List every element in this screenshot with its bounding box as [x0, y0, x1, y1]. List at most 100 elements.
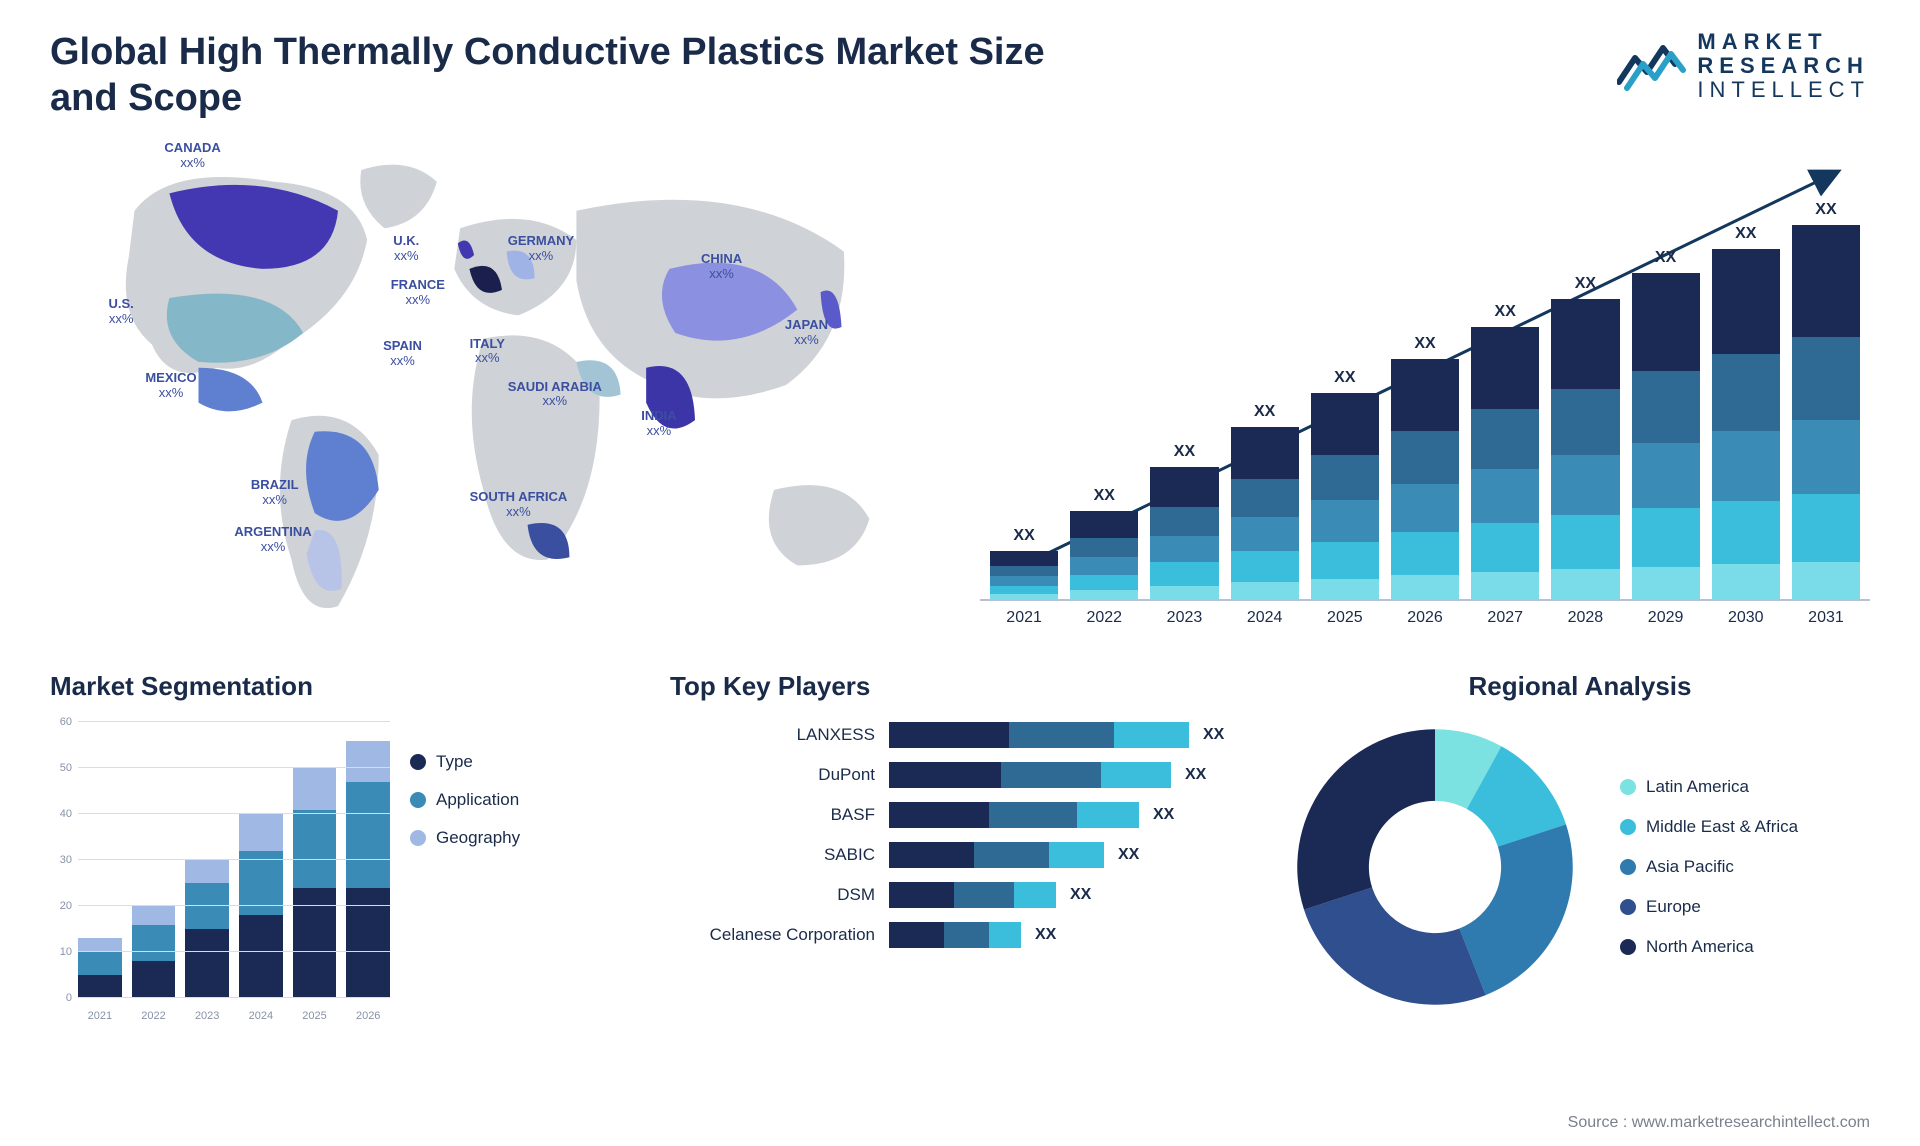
forecast-value: XX	[1495, 303, 1516, 321]
kp-value: XX	[1203, 726, 1224, 744]
forecast-seg	[1070, 511, 1138, 537]
legend-label: Middle East & Africa	[1646, 817, 1798, 837]
map-label-south-africa: SOUTH AFRICAxx%	[470, 490, 568, 520]
forecast-seg	[1632, 508, 1700, 567]
kp-label: BASF	[700, 805, 875, 825]
donut-slice-europe	[1304, 888, 1486, 1005]
seg-ytick: 10	[60, 946, 72, 958]
map-label-brazil: BRAZILxx%	[251, 478, 299, 508]
segmentation-chart: 0102030405060 202120222023202420252026	[50, 722, 390, 1022]
map-label-mexico: MEXICOxx%	[145, 371, 196, 401]
legend-label: Latin America	[1646, 777, 1749, 797]
forecast-col-2022: XX	[1070, 487, 1138, 599]
forecast-seg	[990, 576, 1058, 586]
forecast-seg	[1632, 273, 1700, 371]
forecast-value: XX	[1013, 527, 1034, 545]
seg-seg	[346, 741, 390, 782]
forecast-seg	[1712, 249, 1780, 354]
regional-donut-chart	[1290, 722, 1580, 1012]
logo-line-2: RESEARCH	[1697, 54, 1870, 78]
kp-label: Celanese Corporation	[700, 925, 875, 945]
logo-line-3: INTELLECT	[1697, 78, 1870, 102]
seg-seg	[132, 906, 176, 924]
key-players-chart: LANXESSXXDuPontXXBASFXXSABICXXDSMXXCelan…	[670, 722, 1250, 948]
forecast-value: XX	[1815, 201, 1836, 219]
seg-ytick: 40	[60, 808, 72, 820]
seg-seg	[185, 929, 229, 998]
forecast-year-label: 2030	[1712, 609, 1780, 627]
seg-gridline	[78, 813, 390, 814]
forecast-seg	[1391, 532, 1459, 575]
seg-bar-2026	[346, 741, 390, 999]
kp-label: DuPont	[700, 765, 875, 785]
forecast-year-label: 2026	[1391, 609, 1459, 627]
forecast-seg	[1391, 359, 1459, 431]
map-label-canada: CANADAxx%	[164, 141, 220, 171]
seg-seg	[185, 883, 229, 929]
kp-row: DuPontXX	[700, 762, 1250, 788]
kp-bar	[889, 802, 1139, 828]
map-label-italy: ITALYxx%	[470, 337, 505, 367]
forecast-seg	[990, 551, 1058, 565]
kp-label: LANXESS	[700, 725, 875, 745]
map-label-france: FRANCExx%	[391, 278, 445, 308]
kp-seg	[954, 882, 1014, 908]
forecast-bar	[990, 551, 1058, 599]
forecast-seg	[1311, 455, 1379, 500]
kp-seg	[944, 922, 989, 948]
seg-legend-item: Type	[410, 752, 520, 772]
seg-gridline	[78, 905, 390, 906]
kp-seg	[1009, 722, 1114, 748]
seg-ytick: 20	[60, 900, 72, 912]
kp-value: XX	[1118, 846, 1139, 864]
logo-icon	[1617, 38, 1687, 94]
kp-seg	[1014, 882, 1056, 908]
forecast-col-2030: XX	[1712, 225, 1780, 599]
kp-seg	[989, 922, 1021, 948]
seg-seg	[78, 975, 122, 998]
forecast-year-label: 2021	[990, 609, 1058, 627]
forecast-seg	[1391, 484, 1459, 532]
legend-dot-icon	[410, 754, 426, 770]
forecast-value: XX	[1575, 275, 1596, 293]
segmentation-legend: TypeApplicationGeography	[410, 722, 520, 1022]
map-label-germany: GERMANYxx%	[508, 234, 574, 264]
forecast-seg	[990, 594, 1058, 599]
seg-ytick: 0	[66, 992, 72, 1004]
key-players-panel: Top Key Players LANXESSXXDuPontXXBASFXXS…	[670, 671, 1250, 1071]
forecast-seg	[1231, 479, 1299, 517]
kp-bar	[889, 722, 1189, 748]
donut-slice-asia-pacific	[1459, 825, 1572, 996]
map-label-japan: JAPANxx%	[785, 318, 828, 348]
forecast-col-2031: XX	[1792, 201, 1860, 599]
seg-legend-item: Application	[410, 790, 520, 810]
ra-legend-item: Europe	[1620, 897, 1798, 917]
forecast-seg	[1551, 515, 1619, 569]
kp-bar	[889, 882, 1056, 908]
ra-legend-item: Latin America	[1620, 777, 1798, 797]
forecast-seg	[1551, 299, 1619, 389]
forecast-value: XX	[1735, 225, 1756, 243]
forecast-seg	[1391, 575, 1459, 599]
forecast-col-2028: XX	[1551, 275, 1619, 599]
kp-row: LANXESS XX	[700, 722, 1250, 748]
kp-seg	[889, 842, 974, 868]
seg-gridline	[78, 997, 390, 998]
ra-legend-item: North America	[1620, 937, 1798, 957]
page-title: Global High Thermally Conductive Plastic…	[50, 30, 1050, 121]
regional-panel: Regional Analysis Latin AmericaMiddle Ea…	[1290, 671, 1870, 1071]
seg-ytick: 50	[60, 762, 72, 774]
forecast-seg	[1632, 567, 1700, 600]
forecast-seg	[1150, 586, 1218, 599]
forecast-seg	[1471, 327, 1539, 409]
forecast-value: XX	[1655, 249, 1676, 267]
map-label-u-s-: U.S.xx%	[108, 297, 133, 327]
legend-dot-icon	[410, 830, 426, 846]
forecast-seg	[1471, 409, 1539, 469]
seg-seg	[293, 768, 337, 809]
kp-label: DSM	[700, 885, 875, 905]
forecast-year-label: 2023	[1150, 609, 1218, 627]
forecast-value: XX	[1254, 403, 1275, 421]
ra-legend-item: Asia Pacific	[1620, 857, 1798, 877]
forecast-bar	[1391, 359, 1459, 599]
